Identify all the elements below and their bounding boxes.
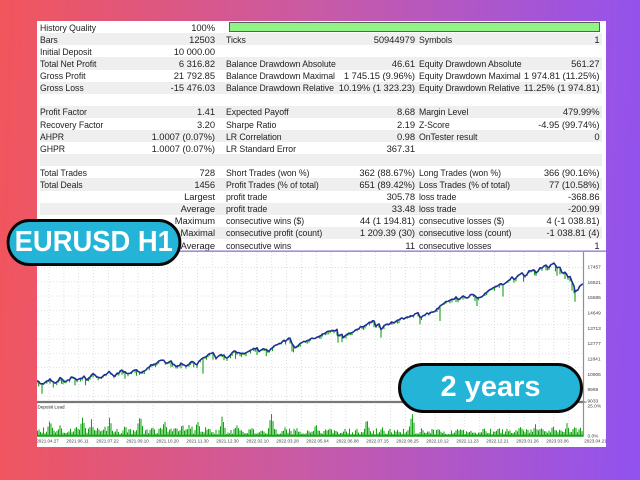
svg-text:2023.01.26: 2023.01.26 <box>516 439 539 444</box>
svg-text:0.0%: 0.0% <box>588 433 600 439</box>
svg-text:25.0%: 25.0% <box>588 403 602 409</box>
svg-text:14649: 14649 <box>588 311 602 317</box>
svg-text:10905: 10905 <box>588 372 602 378</box>
svg-text:2023.03.06: 2023.03.06 <box>546 439 569 444</box>
svg-text:11841: 11841 <box>588 357 601 363</box>
svg-text:2021.04.27: 2021.04.27 <box>37 439 59 444</box>
svg-text:13713: 13713 <box>588 326 602 332</box>
svg-text:12777: 12777 <box>588 341 602 347</box>
svg-text:2022.06.08: 2022.06.08 <box>336 439 359 444</box>
svg-text:2022.11.23: 2022.11.23 <box>456 439 479 444</box>
svg-text:2022.07.15: 2022.07.15 <box>366 439 389 444</box>
svg-text:2022.08.25: 2022.08.25 <box>396 439 419 444</box>
svg-text:2021.07.22: 2021.07.22 <box>96 439 119 444</box>
svg-text:9033: 9033 <box>588 399 599 405</box>
svg-text:2022.02.10: 2022.02.10 <box>246 439 269 444</box>
svg-text:2022.05.04: 2022.05.04 <box>306 439 329 444</box>
svg-text:15585: 15585 <box>588 295 602 301</box>
svg-text:2021.06.11: 2021.06.11 <box>66 439 89 444</box>
svg-text:16521: 16521 <box>588 280 602 286</box>
svg-text:2021.10.20: 2021.10.20 <box>156 439 179 444</box>
svg-text:2021.12.30: 2021.12.30 <box>216 439 239 444</box>
svg-text:2021.09.10: 2021.09.10 <box>126 439 149 444</box>
svg-text:Deposit Load: Deposit Load <box>38 405 66 410</box>
svg-text:2022.12.21: 2022.12.21 <box>486 439 509 444</box>
svg-text:2022.03.28: 2022.03.28 <box>276 439 299 444</box>
svg-text:2023.04.21: 2023.04.21 <box>584 439 606 444</box>
svg-text:9969: 9969 <box>588 387 599 393</box>
svg-text:2022.10.12: 2022.10.12 <box>426 439 449 444</box>
svg-text:2021.11.30: 2021.11.30 <box>186 439 209 444</box>
svg-text:17457: 17457 <box>588 264 602 270</box>
